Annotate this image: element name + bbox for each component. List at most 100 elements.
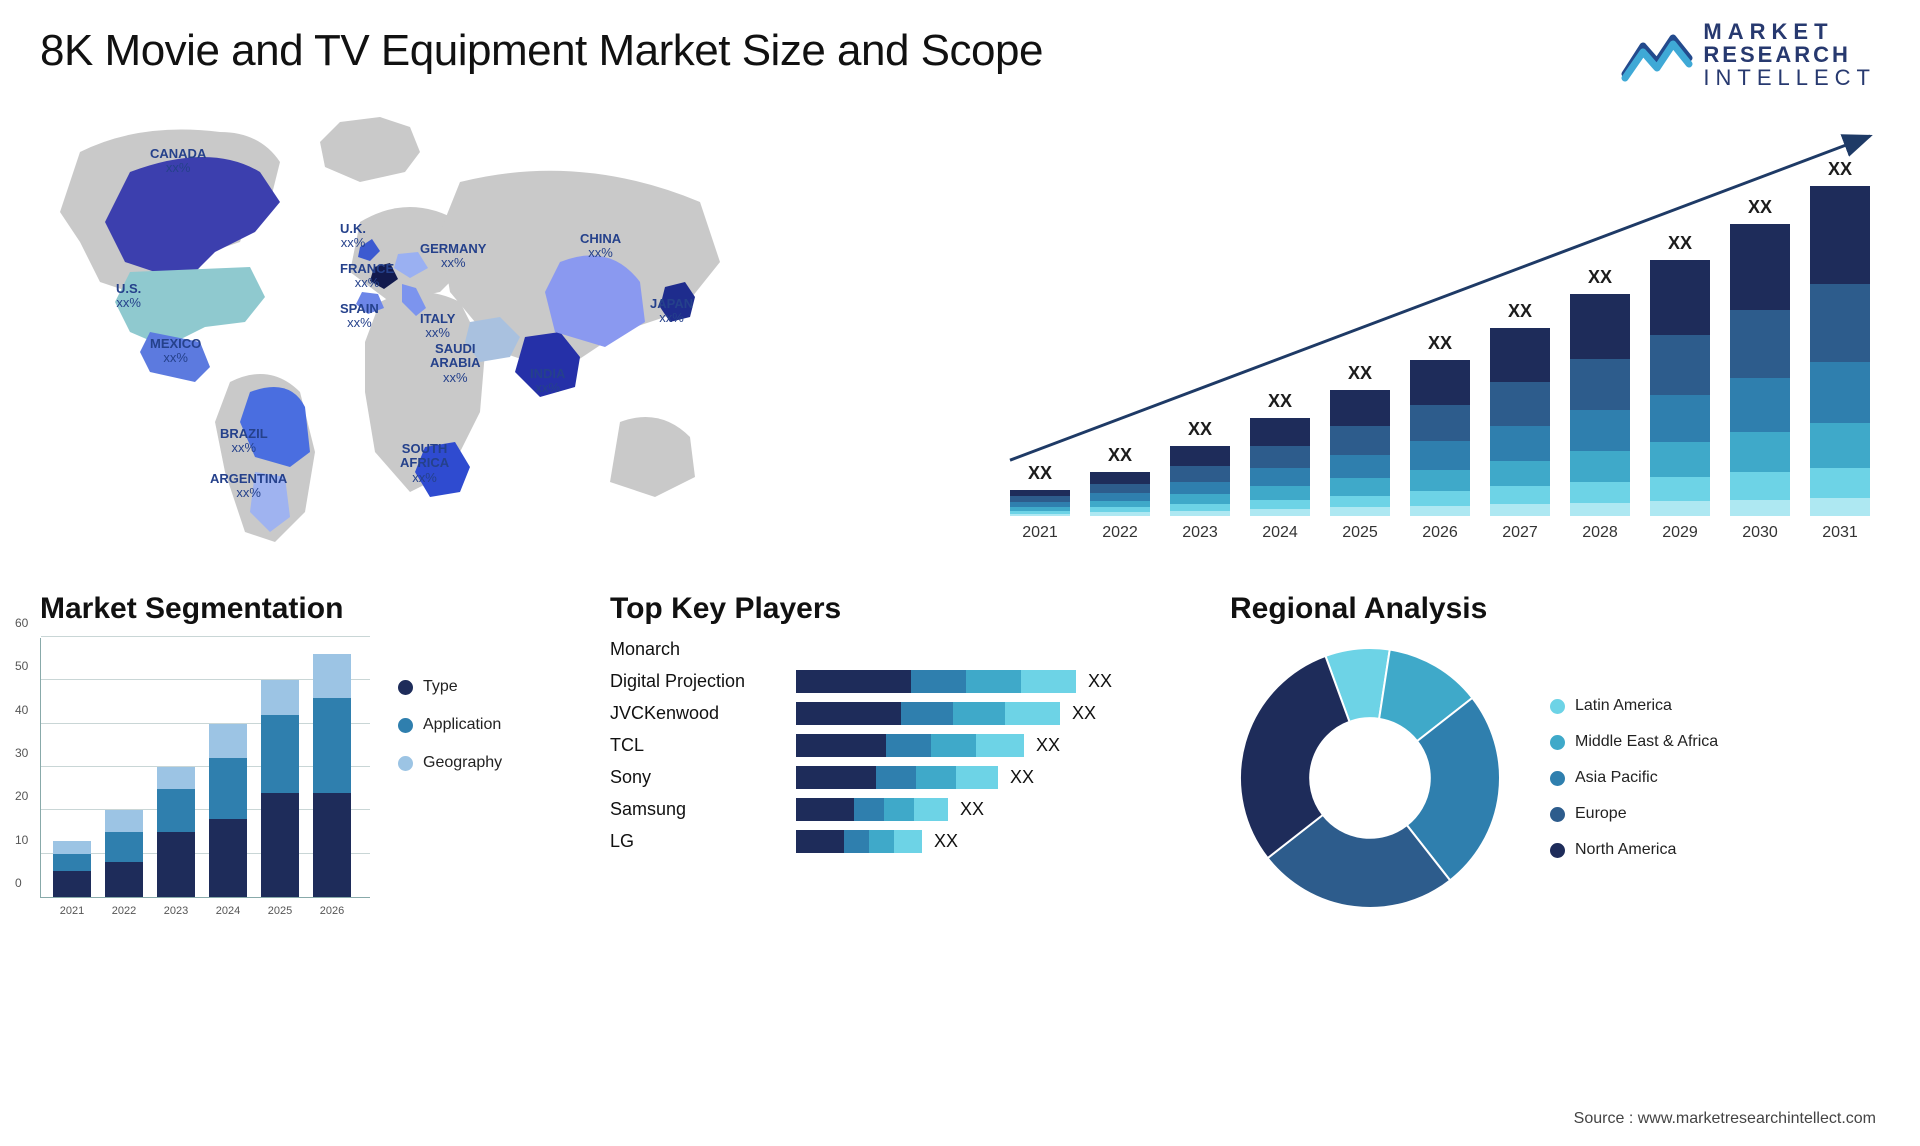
forecast-value-label: XX (1490, 301, 1550, 322)
map-label: INDIAxx% (530, 367, 565, 396)
legend-dot-icon (398, 718, 413, 733)
forecast-bar (1330, 390, 1390, 516)
forecast-year-label: 2027 (1490, 524, 1550, 542)
forecast-bar (1810, 186, 1870, 516)
map-label: ARGENTINAxx% (210, 472, 287, 501)
legend-item: Type (398, 678, 502, 696)
kp-label: Sony (610, 766, 780, 789)
legend-dot-icon (398, 680, 413, 695)
forecast-year-label: 2024 (1250, 524, 1310, 542)
forecast-year-label: 2026 (1410, 524, 1470, 542)
forecast-year-label: 2028 (1570, 524, 1630, 542)
kp-label: JVCKenwood (610, 702, 780, 725)
logo-line2: RESEARCH (1703, 43, 1876, 66)
segmentation-chart: 1020304050600202120222023202420252026 (40, 638, 370, 898)
regional-donut (1230, 638, 1510, 918)
kp-bar-row: XX (796, 670, 1112, 693)
key-players-panel: Top Key Players MonarchDigital Projectio… (580, 592, 1220, 918)
world-map-panel: CANADAxx%U.S.xx%MEXICOxx%BRAZILxx%ARGENT… (40, 112, 970, 542)
map-label: SPAINxx% (340, 302, 379, 331)
legend-dot-icon (1550, 807, 1565, 822)
forecast-value-label: XX (1330, 363, 1390, 384)
kp-bar-row: XX (796, 734, 1112, 757)
seg-y-tick: 20 (15, 789, 28, 803)
kp-value-label: XX (1036, 735, 1060, 756)
forecast-bar (1010, 490, 1070, 516)
segmentation-title: Market Segmentation (40, 592, 580, 626)
legend-label: Middle East & Africa (1575, 733, 1718, 751)
forecast-bar (1730, 224, 1790, 516)
map-label: ITALYxx% (420, 312, 455, 341)
legend-item: Geography (398, 754, 502, 772)
kp-bar-row: XX (796, 766, 1112, 789)
logo-line3: INTELLECT (1703, 66, 1876, 89)
map-label: JAPANxx% (650, 297, 693, 326)
legend-label: Geography (423, 754, 502, 772)
legend-label: Asia Pacific (1575, 769, 1658, 787)
forecast-year-label: 2031 (1810, 524, 1870, 542)
kp-value-label: XX (934, 831, 958, 852)
forecast-year-label: 2021 (1010, 524, 1070, 542)
legend-item: Latin America (1550, 697, 1718, 715)
legend-dot-icon (1550, 699, 1565, 714)
legend-item: Europe (1550, 805, 1718, 823)
kp-label: Samsung (610, 798, 780, 821)
forecast-bar (1170, 446, 1230, 516)
legend-label: North America (1575, 841, 1676, 859)
map-label: BRAZILxx% (220, 427, 268, 456)
kp-label: TCL (610, 734, 780, 757)
forecast-bar (1650, 260, 1710, 516)
legend-item: Asia Pacific (1550, 769, 1718, 787)
seg-bar (313, 654, 351, 897)
seg-y-tick: 10 (15, 833, 28, 847)
seg-year-label: 2025 (261, 905, 299, 917)
forecast-value-label: XX (1570, 267, 1630, 288)
legend-label: Type (423, 678, 458, 696)
forecast-bar (1490, 328, 1550, 516)
brand-logo: MARKET RESEARCH INTELLECT (1621, 20, 1876, 89)
kp-bar-row: XX (796, 830, 1112, 853)
seg-bar (105, 810, 143, 897)
forecast-year-label: 2030 (1730, 524, 1790, 542)
legend-dot-icon (398, 756, 413, 771)
kp-value-label: XX (1010, 767, 1034, 788)
kp-value-label: XX (1088, 671, 1112, 692)
kp-value-label: XX (960, 799, 984, 820)
map-label: U.S.xx% (116, 282, 141, 311)
seg-year-label: 2026 (313, 905, 351, 917)
legend-label: Europe (1575, 805, 1627, 823)
legend-dot-icon (1550, 735, 1565, 750)
map-label: CANADAxx% (150, 147, 206, 176)
segmentation-legend: TypeApplicationGeography (398, 638, 502, 898)
map-label: U.K.xx% (340, 222, 366, 251)
legend-item: North America (1550, 841, 1718, 859)
kp-value-label: XX (1072, 703, 1096, 724)
key-players-bars: XXXXXXXXXXXX (796, 638, 1112, 853)
seg-year-label: 2023 (157, 905, 195, 917)
map-label: CHINAxx% (580, 232, 621, 261)
kp-label: LG (610, 830, 780, 853)
forecast-year-label: 2029 (1650, 524, 1710, 542)
page-title: 8K Movie and TV Equipment Market Size an… (40, 26, 1880, 76)
seg-year-label: 2024 (209, 905, 247, 917)
seg-bar (209, 724, 247, 897)
seg-y-tick: 40 (15, 703, 28, 717)
forecast-bar (1570, 294, 1630, 516)
forecast-year-label: 2023 (1170, 524, 1230, 542)
seg-bar (261, 680, 299, 897)
regional-legend: Latin America Middle East & Africa Asia Pa… (1550, 697, 1718, 859)
forecast-value-label: XX (1170, 419, 1230, 440)
source-attribution: Source : www.marketresearchintellect.com (1574, 1110, 1876, 1128)
forecast-bar (1250, 418, 1310, 516)
forecast-year-label: 2025 (1330, 524, 1390, 542)
forecast-bar (1410, 360, 1470, 516)
legend-dot-icon (1550, 843, 1565, 858)
forecast-chart-panel: 2021XX2022XX2023XX2024XX2025XX2026XX2027… (990, 112, 1880, 542)
seg-y-tick: 30 (15, 746, 28, 760)
map-label: SAUDIARABIAxx% (430, 342, 481, 385)
forecast-value-label: XX (1410, 333, 1470, 354)
forecast-bar (1090, 472, 1150, 516)
regional-panel: Regional Analysis Latin AmericaMiddle Ea… (1220, 592, 1880, 918)
kp-label: Digital Projection (610, 670, 780, 693)
forecast-value-label: XX (1250, 391, 1310, 412)
